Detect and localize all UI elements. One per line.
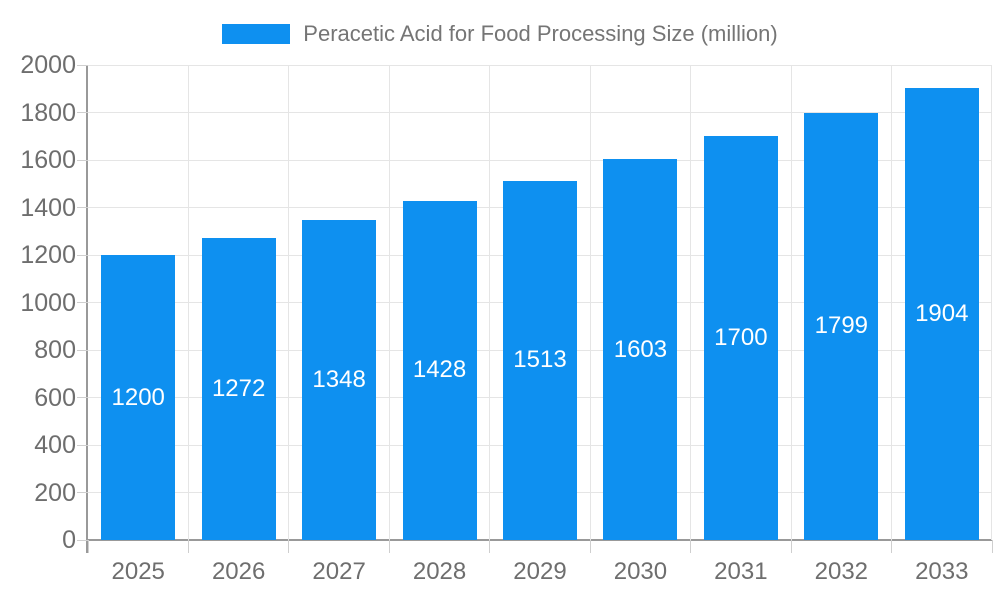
y-tick-mark (77, 539, 88, 541)
x-tick-mark (690, 540, 692, 553)
y-tick-mark (77, 112, 88, 113)
x-tick-mark (489, 540, 491, 553)
x-tick-label: 2028 (412, 558, 467, 585)
y-tick-label: 600 (34, 383, 76, 412)
y-tick-mark (77, 492, 88, 493)
y-tick-mark (77, 444, 88, 446)
y-tick-label: 1400 (20, 193, 76, 222)
x-tick-label: 2027 (312, 558, 366, 585)
y-tick-label: 1600 (20, 146, 76, 174)
y-tick-mark (77, 159, 88, 161)
gridline-horizontal (88, 159, 992, 161)
x-tick-label: 2033 (915, 558, 969, 585)
legend-swatch (222, 24, 291, 44)
gridline-vertical (790, 65, 792, 540)
gridline-vertical (187, 65, 189, 540)
gridline-horizontal (88, 112, 992, 113)
gridline-vertical (489, 65, 491, 540)
y-tick-label: 0 (62, 526, 76, 554)
x-tick-mark (589, 540, 591, 553)
y-tick-mark (77, 397, 88, 398)
x-tick-label: 2029 (513, 558, 567, 585)
bar-2027[interactable] (302, 219, 377, 540)
x-axis-line (86, 539, 992, 541)
x-tick-mark (790, 540, 792, 553)
gridline-vertical (589, 65, 591, 540)
gridline-vertical (990, 65, 992, 540)
y-tick-mark (77, 302, 88, 303)
y-tick-label: 200 (34, 478, 76, 507)
bar-2025[interactable] (101, 255, 176, 540)
y-tick-label: 800 (34, 336, 76, 364)
bar-2031[interactable] (703, 136, 778, 540)
y-tick-label: 1800 (20, 98, 76, 127)
y-tick-label: 400 (34, 431, 76, 459)
x-tick-label: 2032 (814, 558, 869, 585)
x-tick-mark (87, 540, 89, 553)
chart-title: Peracetic Acid for Food Processing Size … (303, 21, 778, 46)
legend-item[interactable]: Peracetic Acid for Food Processing Size … (0, 18, 1000, 50)
gridline-vertical (388, 65, 390, 540)
y-axis-line (86, 65, 88, 553)
y-tick-label: 2000 (20, 51, 76, 79)
x-tick-label: 2025 (111, 558, 165, 585)
bar-2033[interactable] (904, 87, 979, 540)
gridline-horizontal (88, 64, 992, 66)
bar-2032[interactable] (804, 112, 879, 540)
y-tick-label: 1000 (20, 288, 76, 317)
gridline-vertical (288, 65, 290, 540)
x-tick-mark (991, 540, 993, 553)
x-tick-mark (288, 540, 290, 553)
bar-2026[interactable] (201, 237, 276, 540)
x-tick-label: 2031 (714, 558, 768, 585)
y-tick-mark (77, 64, 88, 66)
x-tick-mark (388, 540, 390, 553)
bar-2029[interactable] (503, 180, 577, 540)
y-tick-mark (77, 207, 88, 208)
x-tick-mark (187, 540, 189, 553)
bar-2028[interactable] (402, 200, 477, 540)
gridline-vertical (690, 65, 692, 540)
x-tick-mark (891, 540, 893, 553)
y-tick-label: 1200 (20, 241, 76, 269)
y-tick-mark (77, 254, 88, 256)
plot-area: 1200 1272 1348 1428 1513 1603 1700 1799 1904 (88, 64, 992, 540)
x-tick-label: 2030 (613, 558, 668, 585)
bar-2030[interactable] (603, 159, 678, 540)
x-tick-label: 2026 (211, 558, 266, 585)
y-tick-mark (77, 349, 88, 351)
gridline-vertical (891, 65, 893, 540)
